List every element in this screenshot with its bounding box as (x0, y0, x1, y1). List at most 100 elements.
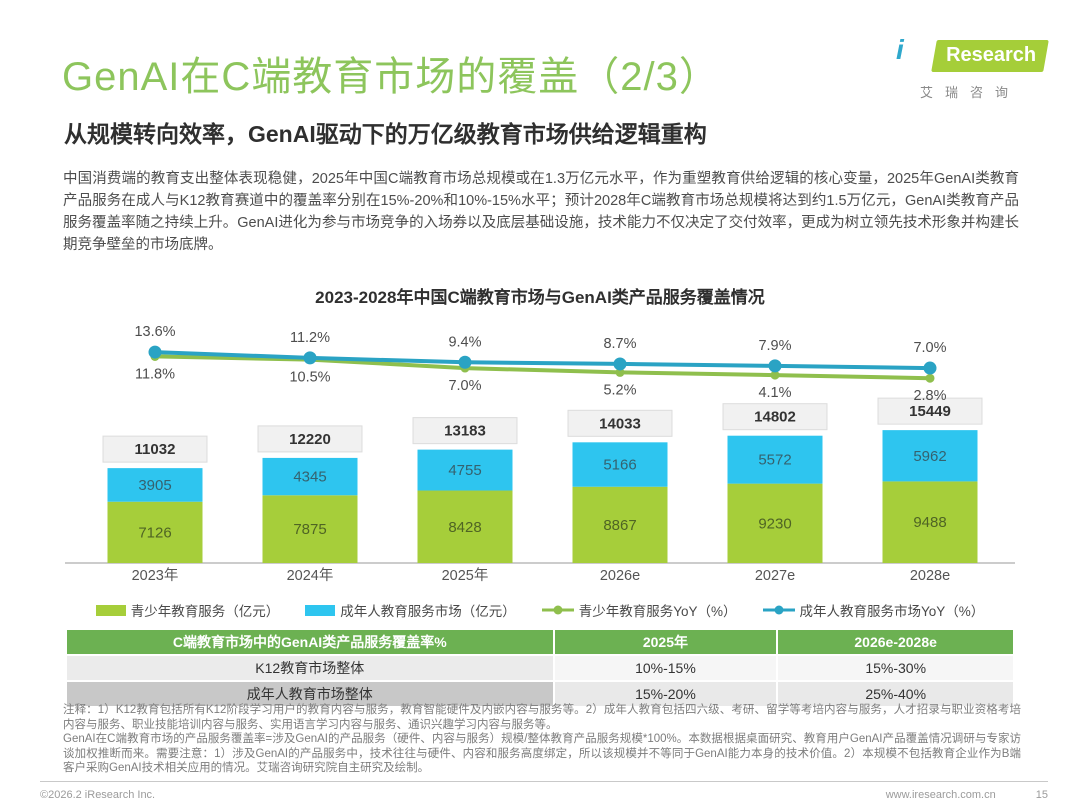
teen-value-label: 7126 (138, 524, 171, 541)
chart-legend: 青少年教育服务（亿元） 成年人教育服务市场（亿元） 青少年教育服务YoY（%） 成年人… (0, 600, 1080, 620)
page-subtitle: 从规模转向效率，GenAI驱动下的万亿级教育市场供给逻辑重构 (64, 121, 707, 147)
coverage-table: C端教育市场中的GenAI类产品服务覆盖率% 2025年 2026e-2028e K1… (65, 628, 1015, 708)
teen-value-label: 9488 (913, 514, 946, 531)
logo-research-box: Research (931, 40, 1049, 72)
table-header-row: C端教育市场中的GenAI类产品服务覆盖率% 2025年 2026e-2028e (65, 628, 1015, 656)
total-label-box (257, 425, 363, 453)
legend-item: 成年人教育服务市场（亿元） (305, 600, 516, 620)
teen-line-marker (925, 373, 935, 383)
adult-value-label: 5166 (603, 457, 636, 474)
bar-segment-adult (727, 435, 823, 484)
table-value-cell: 10%-15% (552, 654, 779, 682)
yoy-line-teen (154, 354, 931, 381)
adult-yoy-label: 8.7% (603, 336, 636, 352)
table-header-cell: C端教育市场中的GenAI类产品服务覆盖率% (65, 628, 555, 656)
adult-line-marker (923, 361, 937, 375)
total-label-box (722, 403, 828, 431)
table-value-cell: 25%-40% (776, 680, 1015, 708)
total-label-box (102, 435, 208, 463)
yoy-line-adult (154, 350, 931, 371)
table-row: 成年人教育市场整体 15%-20% 25%-40% (65, 680, 1015, 708)
total-value-label: 12220 (289, 431, 331, 448)
legend-label: 成年人教育服务市场YoY（%） (799, 604, 985, 619)
bar-segment-adult (262, 457, 358, 496)
body-paragraph: 中国消费端的教育支出整体表现稳健，2025年中国C端教育市场总规模或在1.3万亿… (63, 171, 1019, 253)
adult-line-marker (768, 359, 782, 373)
logo-chinese-name: 艾瑞咨询 (919, 85, 1020, 100)
chart-title: 2023-2028年中国C端教育市场与GenAI类产品服务覆盖情况 (315, 288, 765, 307)
bar-segment-teen (882, 481, 978, 563)
total-label-box (412, 417, 518, 445)
total-value-label: 15449 (909, 403, 951, 420)
adult-yoy-label: 11.2% (290, 330, 330, 346)
total-value-label: 13183 (444, 423, 486, 440)
legend-bar-swatch-icon (95, 604, 126, 616)
bar-segment-teen (727, 483, 823, 563)
teen-line-marker (770, 370, 780, 380)
table-header-cell: 2026e-2028e (776, 628, 1015, 656)
website-link[interactable]: www.iresearch.com.cn (885, 789, 996, 801)
x-axis-label: 2028e (910, 568, 950, 584)
logo-brand-text: Research (946, 44, 1037, 66)
adult-line-marker (458, 355, 472, 369)
copyright-text: ©2026.2 iResearch Inc. (40, 789, 156, 801)
x-axis-label: 2024年 (287, 567, 334, 584)
teen-yoy-label: 10.5% (289, 370, 330, 386)
table-header-cell: 2025年 (552, 628, 779, 656)
table-row-label: K12教育市场整体 (65, 654, 555, 682)
legend-line-swatch-icon (762, 605, 795, 615)
market-combo-chart: 7126 3905 11032 2023年 7875 4345 12220 2024年 8428… (65, 324, 1015, 584)
x-axis-label: 2025年 (442, 567, 489, 584)
total-value-label: 14802 (754, 409, 796, 426)
table-value-cell: 15%-30% (776, 654, 1015, 682)
bar-segment-teen (262, 495, 358, 563)
total-label-box (567, 409, 673, 437)
notes-section: 注释：1）K12教育包括所有K12阶段学习用户的教育内容与服务，教育智能硬件及内… (63, 703, 1021, 776)
table-value-cell: 15%-20% (552, 680, 779, 708)
page-title: GenAI在C端教育市场的覆盖（2/3） (62, 55, 720, 99)
table-row-label: 成年人教育市场整体 (65, 680, 555, 708)
adult-value-label: 5572 (758, 452, 791, 469)
iresearch-logo: i Research 艾瑞咨询 (894, 34, 1049, 101)
adult-value-label: 4345 (293, 469, 326, 486)
bar-segment-teen (107, 501, 203, 563)
bar-segment-adult (882, 430, 978, 482)
legend-item: 成年人教育服务市场YoY（%） (762, 600, 985, 620)
total-label-box (877, 397, 983, 425)
note-paragraph: 注释：1）K12教育包括所有K12阶段学习用户的教育内容与服务，教育智能硬件及内… (63, 704, 1021, 731)
adult-value-label: 5962 (913, 448, 946, 465)
x-axis-label: 2027e (755, 568, 795, 584)
adult-value-label: 4755 (448, 462, 481, 479)
page-number: 15 (1035, 789, 1048, 801)
teen-yoy-label: 2.8% (913, 388, 946, 404)
legend-line-swatch-icon (541, 605, 574, 615)
adult-yoy-label: 13.6% (134, 324, 175, 340)
legend-label: 青少年教育服务YoY（%） (578, 604, 737, 619)
legend-label: 青少年教育服务（亿元） (130, 604, 280, 619)
bar-segment-teen (572, 486, 668, 563)
adult-yoy-label: 9.4% (448, 334, 481, 350)
legend-item: 青少年教育服务YoY（%） (541, 600, 737, 620)
bar-segment-adult (417, 449, 513, 491)
logo-i-mark: i (896, 34, 904, 65)
teen-yoy-label: 5.2% (603, 382, 636, 398)
teen-value-label: 8867 (603, 517, 636, 534)
adult-line-marker (613, 357, 627, 371)
bar-segment-adult (107, 468, 203, 502)
adult-yoy-label: 7.0% (913, 340, 946, 356)
table-row: K12教育市场整体 10%-15% 15%-30% (65, 654, 1015, 682)
teen-value-label: 9230 (758, 515, 791, 532)
x-axis-label: 2026e (600, 568, 640, 584)
note-paragraph: GenAI在C端教育市场的产品服务覆盖率=涉及GenAI的产品服务（硬件、内容与… (63, 733, 1021, 774)
total-value-label: 11032 (135, 441, 176, 458)
adult-line-marker (303, 351, 317, 365)
teen-value-label: 8428 (448, 519, 481, 536)
legend-item: 青少年教育服务（亿元） (95, 600, 280, 620)
teen-line-marker (615, 367, 625, 377)
page-footer: ©2026.2 iResearch Inc. www.iresearch.com… (40, 781, 1048, 801)
adult-value-label: 3905 (138, 477, 171, 494)
legend-label: 成年人教育服务市场（亿元） (340, 604, 516, 619)
bar-segment-teen (417, 490, 513, 563)
teen-value-label: 7875 (293, 521, 326, 538)
